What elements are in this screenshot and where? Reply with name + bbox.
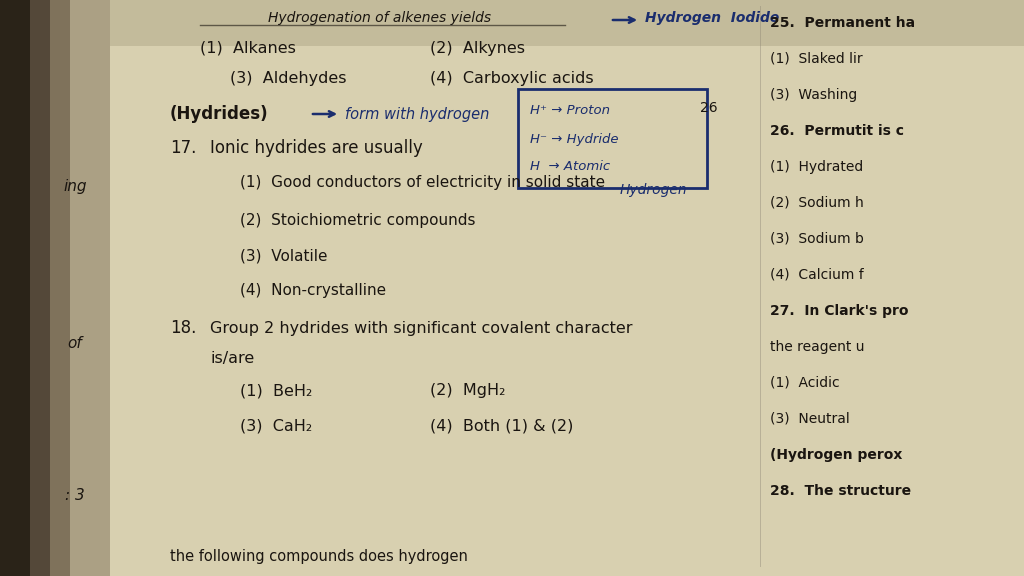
Text: (4)  Both (1) & (2): (4) Both (1) & (2): [430, 419, 573, 434]
Text: 26: 26: [700, 101, 718, 115]
Text: (1)  Acidic: (1) Acidic: [770, 376, 840, 390]
Text: form with hydrogen: form with hydrogen: [345, 107, 489, 122]
Text: (3)  Aldehydes: (3) Aldehydes: [230, 70, 346, 85]
Bar: [110, 0, 1024, 46]
Text: (1)  Slaked lir: (1) Slaked lir: [770, 52, 862, 66]
Text: 28.  The structure: 28. The structure: [770, 484, 911, 498]
Text: (1)  Good conductors of electricity in solid state: (1) Good conductors of electricity in so…: [240, 176, 605, 191]
Text: the reagent u: the reagent u: [770, 340, 864, 354]
Bar: [110, 0, 1024, 576]
Text: Ionic hydrides are usually: Ionic hydrides are usually: [210, 139, 423, 157]
Text: ing: ing: [63, 179, 87, 194]
Text: 17.: 17.: [170, 139, 197, 157]
Text: (1)  Hydrated: (1) Hydrated: [770, 160, 863, 174]
Text: 26.  Permutit is c: 26. Permutit is c: [770, 124, 904, 138]
Text: (3)  CaH₂: (3) CaH₂: [240, 419, 312, 434]
Text: (4)  Calcium f: (4) Calcium f: [770, 268, 864, 282]
Text: H⁻ → Hydride: H⁻ → Hydride: [530, 132, 618, 146]
Text: : 3: : 3: [66, 488, 85, 503]
Text: (Hydrogen perox: (Hydrogen perox: [770, 448, 902, 462]
Text: (2)  Stoichiometric compounds: (2) Stoichiometric compounds: [240, 214, 475, 229]
Text: (2)  Sodium h: (2) Sodium h: [770, 196, 864, 210]
Text: (3)  Washing: (3) Washing: [770, 88, 857, 102]
Text: H⁺ → Proton: H⁺ → Proton: [530, 104, 610, 118]
Text: 27.  In Clark's pro: 27. In Clark's pro: [770, 304, 908, 318]
Text: 25.  Permanent ha: 25. Permanent ha: [770, 16, 915, 30]
Text: (Hydrides): (Hydrides): [170, 105, 268, 123]
Text: Hydrogen: Hydrogen: [620, 183, 688, 197]
Text: (1)  BeH₂: (1) BeH₂: [240, 384, 312, 399]
Bar: [30, 0, 70, 576]
Text: (2)  Alkynes: (2) Alkynes: [430, 40, 525, 55]
Text: (3)  Neutral: (3) Neutral: [770, 412, 850, 426]
Text: (3)  Volatile: (3) Volatile: [240, 248, 328, 263]
Text: (4)  Carboxylic acids: (4) Carboxylic acids: [430, 70, 594, 85]
Text: the following compounds does hydrogen: the following compounds does hydrogen: [170, 548, 468, 563]
Bar: [30, 0, 110, 576]
Text: is/are: is/are: [210, 351, 254, 366]
Text: 18.: 18.: [170, 319, 197, 337]
Text: (4)  Non-crystalline: (4) Non-crystalline: [240, 283, 386, 298]
Text: Hydrogen  Iodide: Hydrogen Iodide: [645, 11, 779, 25]
Text: (1)  Alkanes: (1) Alkanes: [200, 40, 296, 55]
Text: (3)  Sodium b: (3) Sodium b: [770, 232, 864, 246]
Text: Group 2 hydrides with significant covalent character: Group 2 hydrides with significant covale…: [210, 320, 633, 335]
Text: (2)  MgH₂: (2) MgH₂: [430, 384, 506, 399]
Text: H  → Atomic: H → Atomic: [530, 160, 610, 172]
Bar: [0, 0, 30, 576]
Text: of: of: [68, 336, 82, 351]
Bar: [30, 0, 50, 576]
Text: Hydrogenation of alkenes yields: Hydrogenation of alkenes yields: [268, 11, 492, 25]
